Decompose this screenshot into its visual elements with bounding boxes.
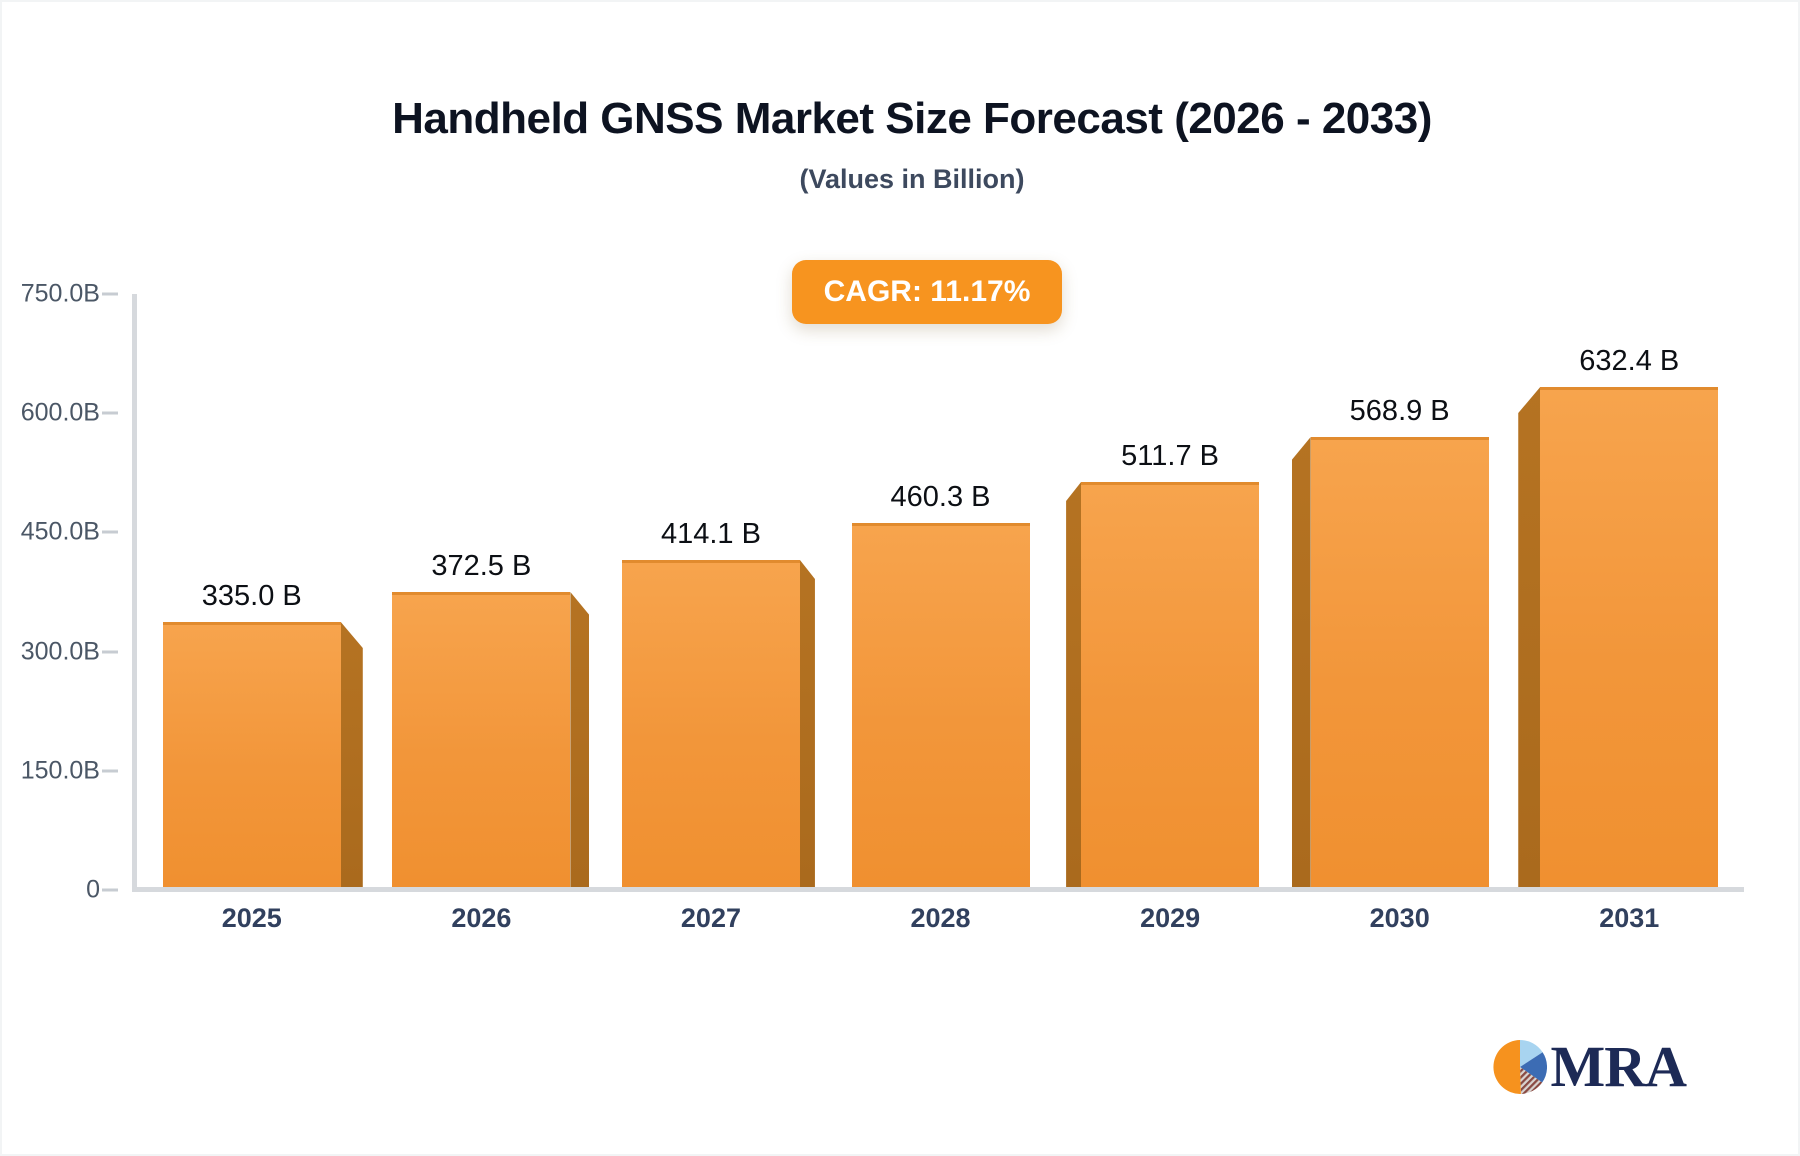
y-axis-line xyxy=(132,294,137,890)
x-tick-label-2026: 2026 xyxy=(451,903,512,933)
bar-value-label-2026: 372.5 B xyxy=(431,550,532,582)
bar-3d-side-2031 xyxy=(1518,387,1541,887)
x-tick-label-2027: 2027 xyxy=(680,903,741,933)
x-axis-line xyxy=(132,887,1744,892)
y-tick-label: 150.0B xyxy=(20,756,100,785)
bar-slot-2025: 335.0 B xyxy=(137,294,367,887)
bar-2029 xyxy=(1081,482,1260,887)
brand-name: MRA xyxy=(1550,1034,1687,1099)
cagr-badge: CAGR: 11.17% xyxy=(792,260,1062,324)
x-tick-label-2030: 2030 xyxy=(1369,903,1430,933)
bar-value-label-2031: 632.4 B xyxy=(1579,345,1680,377)
plot-area: 335.0 B 372.5 B 414.1 B 460.3 B 511.7 B 568.9… xyxy=(137,294,1744,887)
y-tick-mark xyxy=(102,530,118,534)
bar-value-label-2030: 568.9 B xyxy=(1349,395,1450,427)
y-tick-mark xyxy=(102,411,118,415)
y-tick-label: 750.0B xyxy=(20,279,100,308)
x-tick-label-2025: 2025 xyxy=(221,903,282,933)
y-tick-mark xyxy=(102,888,118,892)
bar-slot-2029: 511.7 B xyxy=(1055,294,1285,887)
bar-3d-side-2025 xyxy=(340,622,363,887)
bar-2030 xyxy=(1310,437,1489,887)
bar-3d-side-2029 xyxy=(1066,482,1082,887)
x-axis-labels: 2025 2026 2027 2028 2029 2030 2031 xyxy=(137,903,1744,934)
brand-logo: MRA xyxy=(1493,1034,1687,1099)
bar-2027 xyxy=(621,560,800,887)
y-tick-label: 450.0B xyxy=(20,517,100,546)
y-tick-label: 300.0B xyxy=(20,637,100,666)
y-tick-mark xyxy=(102,650,118,654)
bar-2025 xyxy=(162,622,341,887)
chart-title: Handheld GNSS Market Size Forecast (2026… xyxy=(392,94,1432,143)
x-tick-label-2028: 2028 xyxy=(910,903,971,933)
y-tick-mark xyxy=(102,292,118,296)
bar-slot-2031: 632.4 B xyxy=(1514,294,1744,887)
chart-subtitle: (Values in Billion) xyxy=(799,164,1025,194)
bar-slot-2028: 460.3 B xyxy=(826,294,1056,887)
x-tick-label-2029: 2029 xyxy=(1140,903,1201,933)
x-tick-label-2031: 2031 xyxy=(1599,903,1660,933)
bar-slot-2026: 372.5 B xyxy=(367,294,597,887)
bar-value-label-2025: 335.0 B xyxy=(201,580,302,612)
bar-value-label-2029: 511.7 B xyxy=(1121,440,1220,472)
bar-slot-2027: 414.1 B xyxy=(596,294,826,887)
bar-3d-side-2026 xyxy=(570,592,590,887)
pie-logo-icon xyxy=(1493,1040,1548,1094)
bar-2028 xyxy=(851,523,1030,887)
bar-2031 xyxy=(1540,387,1719,887)
bar-value-label-2027: 414.1 B xyxy=(660,518,761,550)
bar-3d-side-2027 xyxy=(799,560,815,887)
bar-2026 xyxy=(392,592,571,887)
bar-value-label-2028: 460.3 B xyxy=(890,481,991,513)
y-tick-label: 0 xyxy=(86,875,100,904)
bar-slot-2030: 568.9 B xyxy=(1285,294,1515,887)
bar-3d-side-2030 xyxy=(1291,437,1311,887)
y-tick-mark xyxy=(102,769,118,773)
y-tick-label: 600.0B xyxy=(20,398,100,427)
